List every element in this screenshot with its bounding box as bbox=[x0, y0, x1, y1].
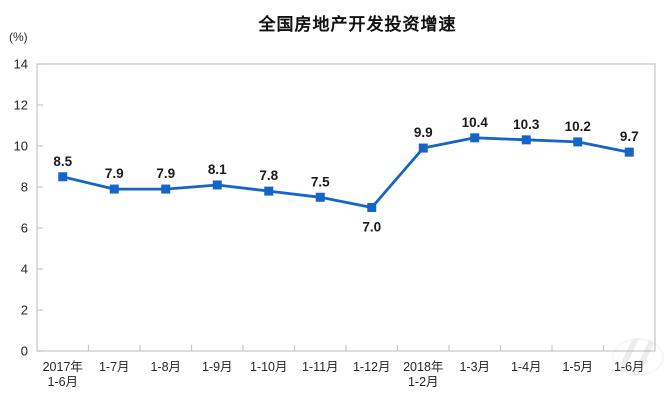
svg-text:1-3月: 1-3月 bbox=[459, 360, 490, 374]
data-labels: 8.5 7.9 7.9 8.1 7.8 7.5 7.0 9.9 10.4 10.3 10.2 9.7 bbox=[53, 115, 638, 235]
svg-text:4: 4 bbox=[21, 262, 28, 277]
x-axis-ticks bbox=[87, 345, 605, 351]
svg-text:2: 2 bbox=[21, 303, 28, 318]
svg-text:1-8月: 1-8月 bbox=[150, 360, 181, 374]
axis-frame bbox=[36, 63, 656, 352]
svg-text:14: 14 bbox=[14, 57, 28, 72]
svg-text:7.9: 7.9 bbox=[156, 166, 175, 181]
svg-text:7.9: 7.9 bbox=[105, 166, 124, 181]
svg-text:8.1: 8.1 bbox=[208, 162, 227, 177]
series-markers bbox=[58, 133, 634, 212]
svg-text:2017年: 2017年 bbox=[43, 360, 83, 374]
svg-text:10.2: 10.2 bbox=[565, 119, 591, 134]
svg-text:7.5: 7.5 bbox=[311, 174, 330, 189]
y-axis-ticks: 0 2 4 6 8 10 12 14 bbox=[14, 57, 43, 359]
svg-text:7.0: 7.0 bbox=[362, 220, 381, 235]
svg-text:1-4月: 1-4月 bbox=[511, 360, 542, 374]
svg-text:6: 6 bbox=[21, 221, 28, 236]
svg-text:1-11月: 1-11月 bbox=[302, 360, 339, 374]
y-axis-unit-label: (%) bbox=[9, 30, 28, 44]
svg-text:9.9: 9.9 bbox=[414, 125, 433, 140]
svg-text:1-5月: 1-5月 bbox=[562, 360, 593, 374]
svg-text:1-10月: 1-10月 bbox=[250, 360, 288, 374]
svg-text:1-2月: 1-2月 bbox=[408, 375, 439, 389]
svg-text:1-7月: 1-7月 bbox=[99, 360, 130, 374]
svg-text:12: 12 bbox=[14, 98, 28, 113]
svg-text:10.3: 10.3 bbox=[513, 117, 540, 132]
svg-text:7.8: 7.8 bbox=[259, 168, 278, 183]
svg-text:10.4: 10.4 bbox=[462, 115, 489, 130]
svg-text:9.7: 9.7 bbox=[620, 129, 639, 144]
chart-title: 全国房地产开发投资增速 bbox=[258, 15, 457, 34]
svg-text:2018年: 2018年 bbox=[403, 360, 443, 374]
svg-text:8: 8 bbox=[21, 180, 28, 195]
svg-text:10: 10 bbox=[14, 139, 28, 154]
series-line bbox=[62, 136, 630, 209]
svg-text:1-6月: 1-6月 bbox=[47, 375, 78, 389]
svg-text:0: 0 bbox=[21, 344, 28, 359]
svg-text:8.5: 8.5 bbox=[53, 154, 72, 169]
svg-text:1-12月: 1-12月 bbox=[353, 360, 391, 374]
svg-text:1-6月: 1-6月 bbox=[614, 360, 645, 374]
svg-text:1-9月: 1-9月 bbox=[202, 360, 233, 374]
